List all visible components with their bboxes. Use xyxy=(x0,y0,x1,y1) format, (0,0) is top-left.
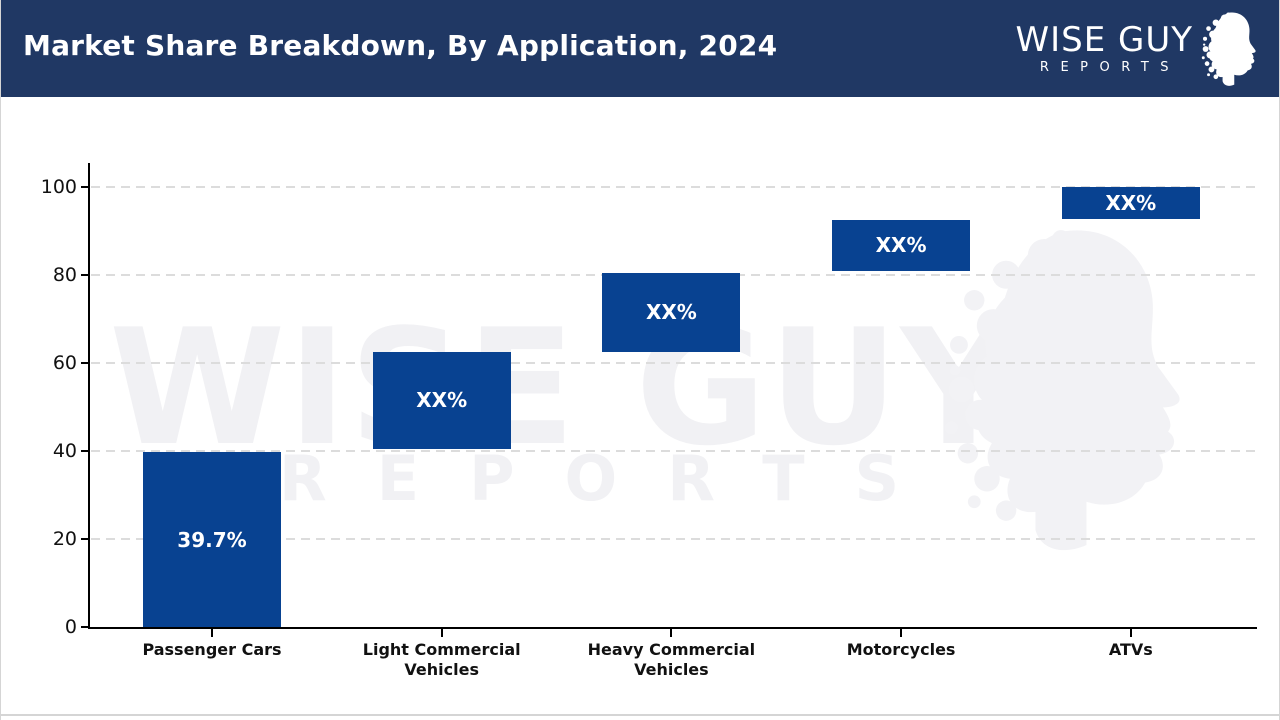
gridline xyxy=(91,538,1259,540)
bar-value-label: XX% xyxy=(875,233,927,258)
page-title: Market Share Breakdown, By Application, … xyxy=(23,29,778,62)
logo-subtext: REPORTS xyxy=(1039,59,1181,75)
gridline xyxy=(91,362,1259,364)
logo-text: WISE GUY REPORTS xyxy=(1015,22,1193,76)
y-tick-label: 60 xyxy=(52,352,77,374)
x-tick-label: Light Commercial Vehicles xyxy=(362,640,521,679)
x-tick-mark xyxy=(900,629,903,637)
x-tick-mark xyxy=(211,629,213,637)
y-tick-label: 0 xyxy=(64,616,77,638)
x-tick-label: Heavy Commercial Vehicles xyxy=(587,640,756,679)
watermark-subtext: REPORTS xyxy=(279,442,950,515)
x-axis xyxy=(88,627,1257,629)
y-tick-label: 20 xyxy=(52,528,77,550)
y-axis xyxy=(88,163,90,629)
logo-wordmark: WISE GUY xyxy=(1015,19,1193,60)
y-tick-mark xyxy=(81,450,89,452)
gridline xyxy=(91,186,1259,188)
watermark-wordmark: WISE GUY xyxy=(109,294,1019,481)
y-tick-mark xyxy=(81,362,89,364)
header: Market Share Breakdown, By Application, … xyxy=(1,0,1279,97)
logo-head-icon xyxy=(1197,11,1261,87)
y-tick-label: 100 xyxy=(40,176,77,198)
x-tick-label: ATVs xyxy=(1108,640,1153,659)
bar-value-label: XX% xyxy=(645,300,697,325)
bar: XX% xyxy=(372,351,511,450)
y-tick-mark xyxy=(81,186,89,188)
bar: XX% xyxy=(1061,187,1200,220)
bar: XX% xyxy=(602,272,741,352)
bar: XX% xyxy=(832,220,971,271)
y-tick-mark xyxy=(81,626,89,628)
gridline xyxy=(91,450,1259,452)
x-tick-mark xyxy=(440,629,443,637)
y-tick-mark xyxy=(81,538,89,540)
logo: WISE GUY REPORTS xyxy=(1015,11,1261,87)
chart-panel: WISE GUY REPORTS 0 20 40 60 80 100 39.7% Passen… xyxy=(1,97,1279,716)
y-tick-mark xyxy=(81,274,89,276)
x-tick-label: Passenger Cars xyxy=(142,640,282,659)
bar-value-label: 39.7% xyxy=(177,527,247,552)
bar-value-label: XX% xyxy=(1105,191,1157,216)
x-tick-label: Motorcycles xyxy=(846,640,956,659)
y-tick-label: 40 xyxy=(52,440,77,462)
y-tick-label: 80 xyxy=(52,264,77,286)
x-tick-mark xyxy=(1129,629,1132,637)
bar: 39.7% xyxy=(143,452,281,627)
bar-value-label: XX% xyxy=(416,388,468,413)
plot-area: 0 20 40 60 80 100 39.7% Passenger Cars XX% Light … xyxy=(1,97,1279,714)
x-tick-mark xyxy=(670,629,673,637)
